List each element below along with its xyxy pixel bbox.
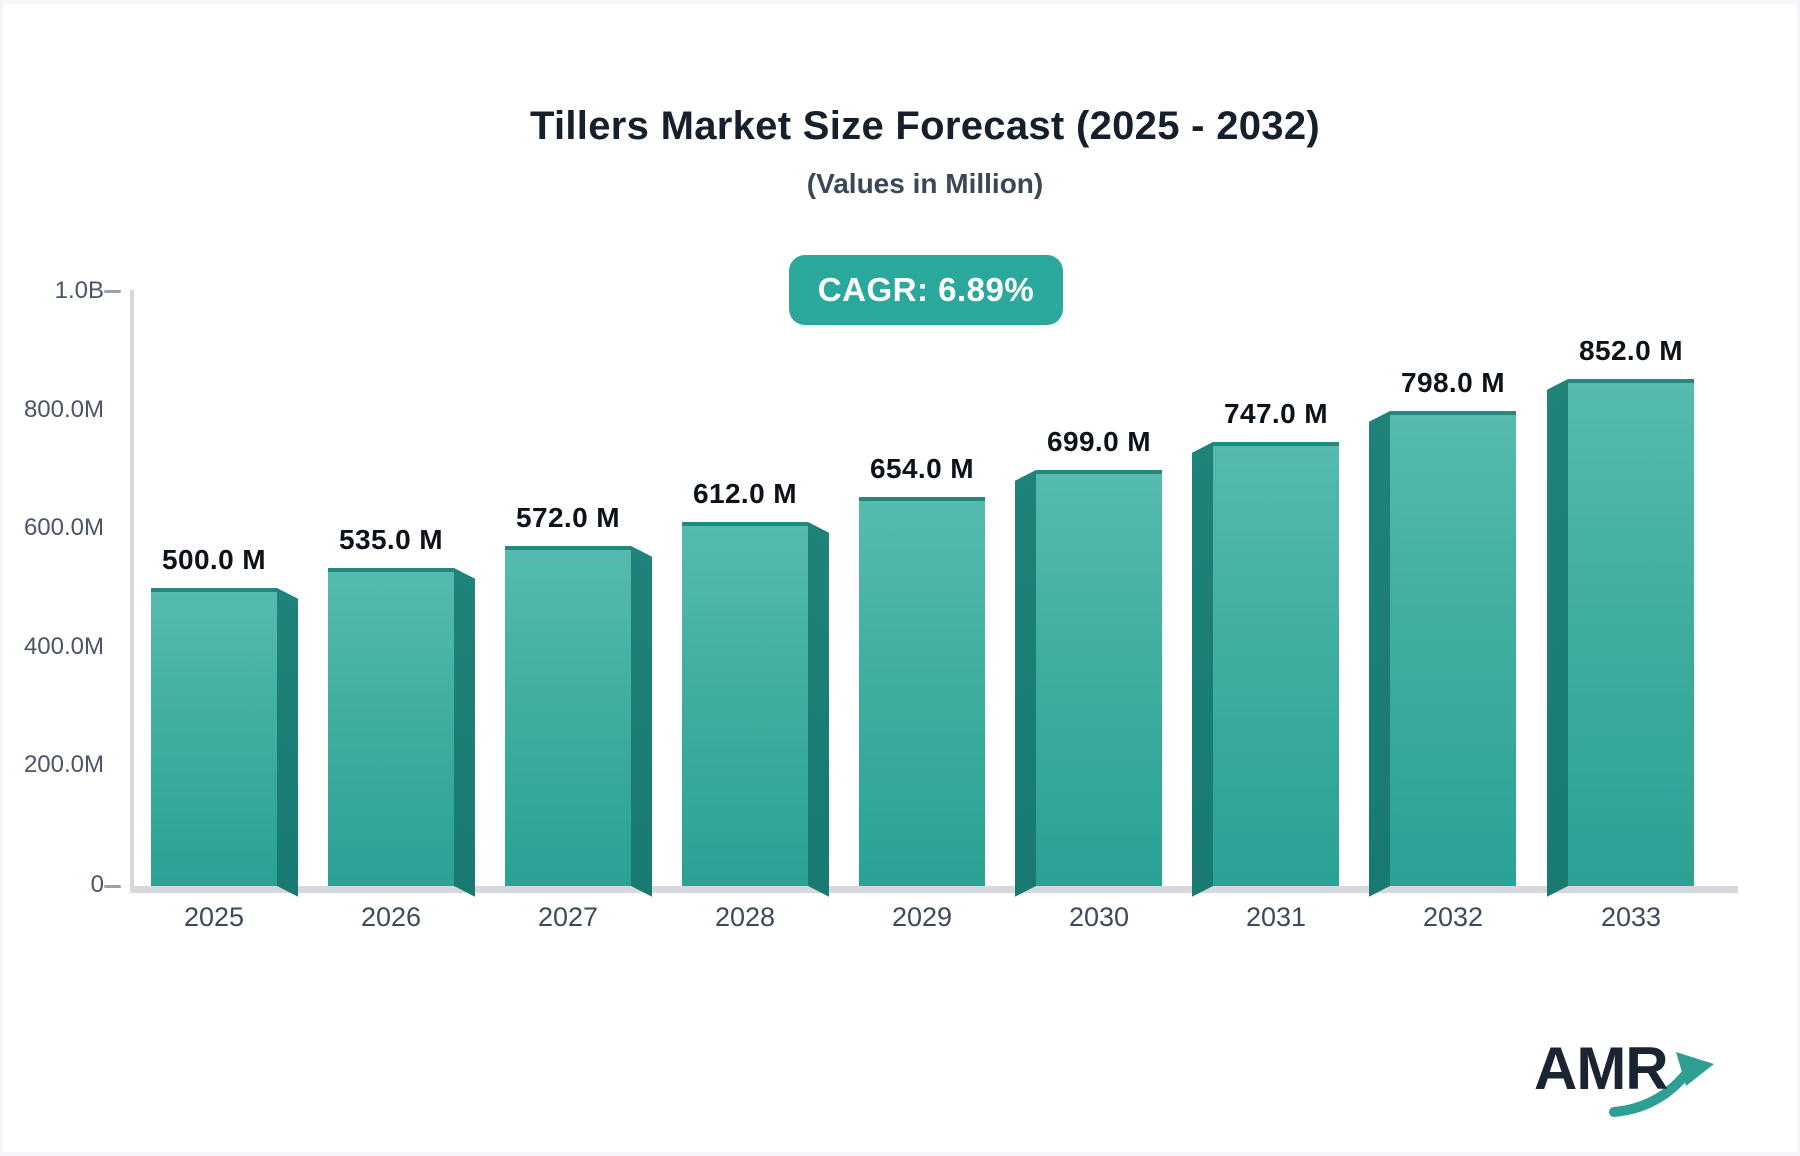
bottom-edge-strip bbox=[0, 1152, 1800, 1156]
x-axis-label-2025: 2025 bbox=[183, 902, 245, 932]
bar-2029 bbox=[859, 497, 985, 886]
x-axis-label-2027: 2027 bbox=[537, 902, 599, 932]
cagr-badge-label: CAGR: 6.89% bbox=[817, 271, 1035, 308]
x-axis-label-2031: 2031 bbox=[1245, 902, 1307, 932]
bar-value-label: 654.0 M bbox=[870, 453, 974, 484]
bar-side-face-2025 bbox=[277, 588, 298, 897]
x-axis-label-2032: 2032 bbox=[1422, 902, 1484, 932]
bar-value-label: 798.0 M bbox=[1401, 367, 1505, 398]
y-axis-tick-mark bbox=[104, 290, 121, 293]
bar-value-label: 535.0 M bbox=[339, 524, 443, 555]
bar-2026 bbox=[328, 568, 454, 886]
bar-side-face-2033 bbox=[1547, 379, 1568, 897]
bar-value-label: 747.0 M bbox=[1224, 398, 1328, 429]
bar-2028 bbox=[682, 522, 808, 886]
chart-subtitle: (Values in Million) bbox=[806, 168, 1044, 199]
bar-value-label: 852.0 M bbox=[1579, 335, 1683, 366]
growth-arrow-icon bbox=[1609, 1052, 1714, 1117]
bar-value-label: 572.0 M bbox=[516, 502, 620, 533]
left-edge-strip bbox=[0, 0, 3, 1156]
y-axis-line bbox=[130, 290, 134, 893]
y-axis-tick-label: 0 bbox=[90, 871, 104, 898]
amr-logo: AMR bbox=[1528, 1032, 1738, 1122]
cagr-badge: CAGR: 6.89% bbox=[789, 255, 1063, 325]
bar-value-label: 500.0 M bbox=[162, 544, 266, 575]
y-axis-tick-mark bbox=[104, 885, 121, 888]
right-edge-strip bbox=[1797, 0, 1800, 1156]
x-axis-baseline bbox=[130, 886, 1738, 893]
x-axis-label-2033: 2033 bbox=[1600, 902, 1662, 932]
bar-side-face-2030 bbox=[1015, 470, 1036, 897]
bar-2032 bbox=[1390, 411, 1516, 886]
y-axis-tick-label: 800.0M bbox=[23, 396, 104, 423]
bar-2030 bbox=[1036, 470, 1162, 886]
bar-side-face-2032 bbox=[1369, 411, 1390, 897]
top-edge-strip bbox=[0, 0, 1800, 4]
y-axis-tick-label: 1.0B bbox=[54, 277, 104, 304]
y-axis-tick-label: 600.0M bbox=[23, 514, 104, 541]
bar-side-face-2031 bbox=[1192, 442, 1213, 897]
bar-value-label: 699.0 M bbox=[1047, 426, 1151, 457]
bar-side-face-2028 bbox=[808, 522, 829, 897]
bar-2031 bbox=[1213, 442, 1339, 886]
y-axis-tick-label: 400.0M bbox=[23, 633, 104, 660]
bar-side-face-2026 bbox=[454, 568, 475, 897]
bar-value-label: 612.0 M bbox=[693, 478, 797, 509]
bar-2027 bbox=[505, 546, 631, 886]
bar-2033 bbox=[1568, 379, 1694, 886]
chart-title: Tillers Market Size Forecast (2025 - 203… bbox=[529, 104, 1321, 148]
y-axis-tick-label: 200.0M bbox=[23, 751, 104, 778]
x-axis-label-2030: 2030 bbox=[1068, 902, 1130, 932]
x-axis-label-2028: 2028 bbox=[714, 902, 776, 932]
bar-2025 bbox=[151, 588, 277, 886]
bar-side-face-2027 bbox=[631, 546, 652, 897]
amr-logo-text: AMR bbox=[1534, 1035, 1669, 1102]
x-axis-label-2029: 2029 bbox=[891, 902, 953, 932]
x-axis-label-2026: 2026 bbox=[360, 902, 422, 932]
